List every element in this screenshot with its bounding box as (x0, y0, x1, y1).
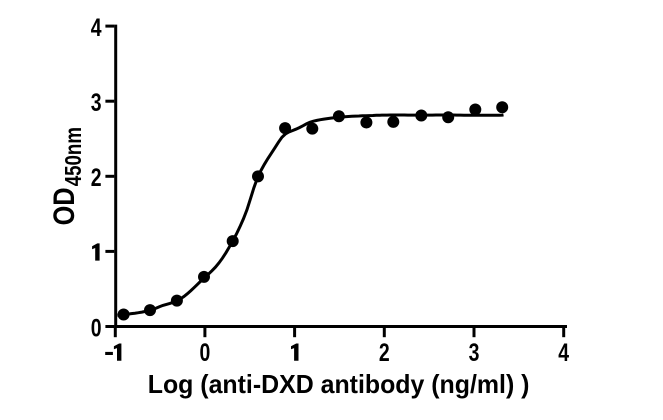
svg-text:0: 0 (91, 314, 102, 342)
svg-text:Log (anti-DXD antibody (ng/ml): Log (anti-DXD antibody (ng/ml) ) (148, 369, 530, 399)
svg-text:0: 0 (200, 339, 211, 367)
svg-text:3: 3 (469, 339, 480, 367)
svg-text:3: 3 (91, 89, 102, 117)
svg-text:4: 4 (558, 339, 569, 367)
svg-text:2: 2 (91, 164, 102, 192)
svg-text:OD: OD (48, 187, 81, 225)
svg-text:2: 2 (379, 339, 390, 367)
svg-text:450nm: 450nm (60, 127, 86, 186)
svg-text:4: 4 (91, 14, 102, 42)
